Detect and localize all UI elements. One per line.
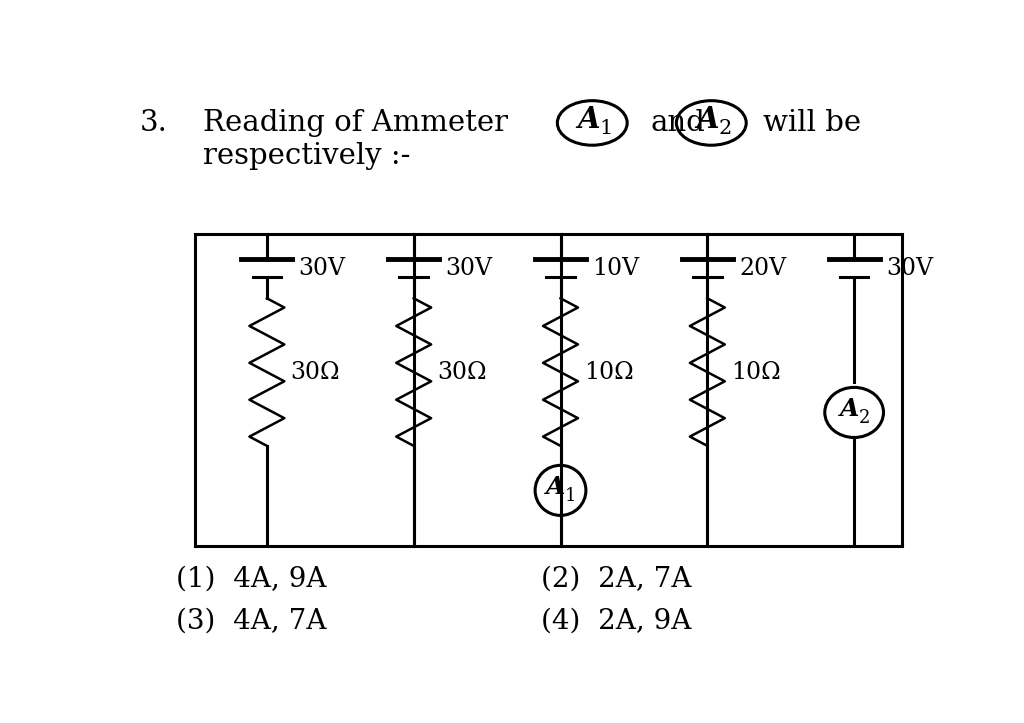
Text: 30V: 30V [886, 257, 933, 280]
Text: A: A [696, 105, 719, 134]
Text: 30Ω: 30Ω [437, 361, 487, 384]
Text: 1: 1 [600, 119, 613, 138]
Text: respectively :-: respectively :- [204, 142, 411, 171]
Text: (4)  2A, 9A: (4) 2A, 9A [541, 608, 691, 635]
Text: 10Ω: 10Ω [731, 361, 781, 384]
Text: 20V: 20V [739, 257, 786, 280]
Text: 30V: 30V [299, 257, 346, 280]
Text: 1: 1 [565, 487, 577, 505]
Text: 2: 2 [719, 119, 732, 138]
Text: A: A [577, 105, 600, 134]
Text: 3.: 3. [140, 109, 168, 137]
Text: Reading of Ammeter: Reading of Ammeter [204, 109, 508, 137]
Text: 30Ω: 30Ω [291, 361, 340, 384]
Text: 2: 2 [859, 409, 870, 427]
Text: A: A [840, 397, 859, 421]
Text: 30V: 30V [445, 257, 493, 280]
Text: will be: will be [763, 109, 861, 137]
Text: 10V: 10V [592, 257, 639, 280]
Text: (3)  4A, 7A: (3) 4A, 7A [176, 608, 326, 635]
Text: A: A [546, 475, 565, 499]
Text: (2)  2A, 7A: (2) 2A, 7A [541, 566, 691, 593]
Text: 10Ω: 10Ω [585, 361, 634, 384]
Text: (1)  4A, 9A: (1) 4A, 9A [176, 566, 326, 593]
Text: and: and [650, 109, 705, 137]
